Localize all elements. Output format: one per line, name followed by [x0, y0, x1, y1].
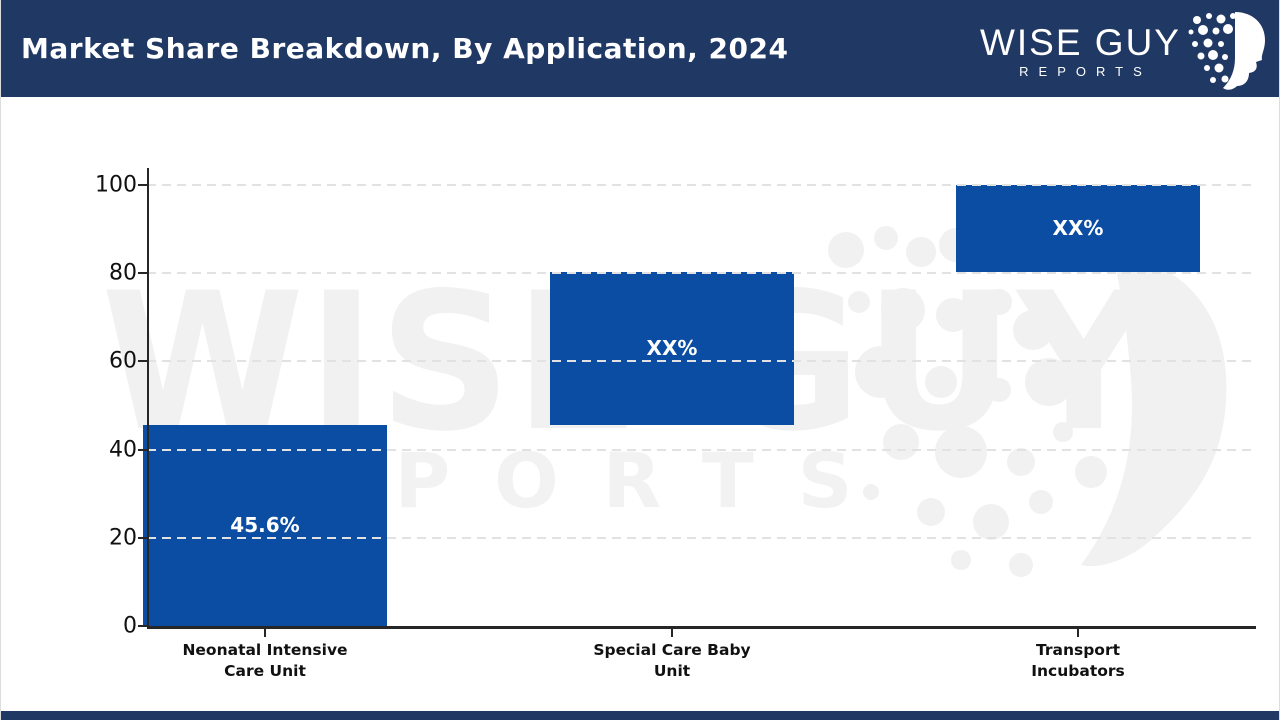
- x-axis-line: [147, 626, 1256, 629]
- bar-value-label-1: XX%: [646, 336, 698, 361]
- ytick-label-20: 20: [109, 525, 137, 551]
- bar-2: [956, 185, 1200, 272]
- category-label-1: Special Care Baby Unit: [593, 640, 750, 682]
- gridline-20: [147, 536, 1254, 539]
- category-label-2: Transport Incubators: [1031, 640, 1125, 682]
- brand-logo-name: WISE GUY: [979, 22, 1181, 63]
- bar-1: [550, 271, 794, 425]
- ytick-mark-80: [138, 272, 147, 275]
- brand-logo-text: WISE GUY REPORTS: [979, 22, 1181, 80]
- bar-value-label-0: 45.6%: [230, 513, 300, 538]
- ytick-label-100: 100: [95, 172, 137, 198]
- category-label-line: Incubators: [1031, 662, 1125, 680]
- ytick-label-60: 60: [109, 348, 137, 374]
- ytick-label-80: 80: [109, 260, 137, 286]
- bar-0: [143, 424, 387, 626]
- ytick-mark-40: [138, 448, 147, 451]
- y-axis-line: [147, 168, 149, 628]
- brand-logo: WISE GUY REPORTS: [980, 10, 1267, 92]
- ytick-label-0: 0: [123, 613, 137, 639]
- category-label-line: Special Care Baby: [593, 641, 751, 659]
- gridline-60: [147, 360, 1254, 363]
- category-label-line: Care Unit: [224, 662, 306, 680]
- xtick-mark-0: [264, 629, 266, 637]
- ytick-label-40: 40: [109, 437, 137, 463]
- brand-logo-subtitle: REPORTS: [1019, 64, 1152, 79]
- chart-title: Market Share Breakdown, By Application, …: [21, 32, 789, 65]
- category-label-line: Transport: [1035, 641, 1121, 659]
- bar-value-label-2: XX%: [1052, 216, 1104, 241]
- ytick-mark-20: [138, 536, 147, 539]
- ytick-mark-60: [138, 360, 147, 363]
- gridline-80: [147, 272, 1254, 275]
- header-bar: Market Share Breakdown, By Application, …: [1, 0, 1279, 97]
- gridline-100: [147, 184, 1254, 186]
- gridline-40: [147, 448, 1254, 451]
- category-label-0: Neonatal Intensive Care Unit: [182, 640, 347, 682]
- ytick-mark-100: [138, 184, 147, 186]
- xtick-mark-2: [1077, 629, 1079, 637]
- category-label-line: Unit: [653, 662, 691, 680]
- watermark-head-dots: [828, 226, 1227, 577]
- footer-bar: [1, 711, 1279, 720]
- ytick-mark-0: [138, 625, 147, 627]
- category-label-line: Neonatal Intensive: [182, 641, 348, 659]
- xtick-mark-1: [671, 629, 673, 637]
- dotted-head-icon: [1188, 12, 1265, 90]
